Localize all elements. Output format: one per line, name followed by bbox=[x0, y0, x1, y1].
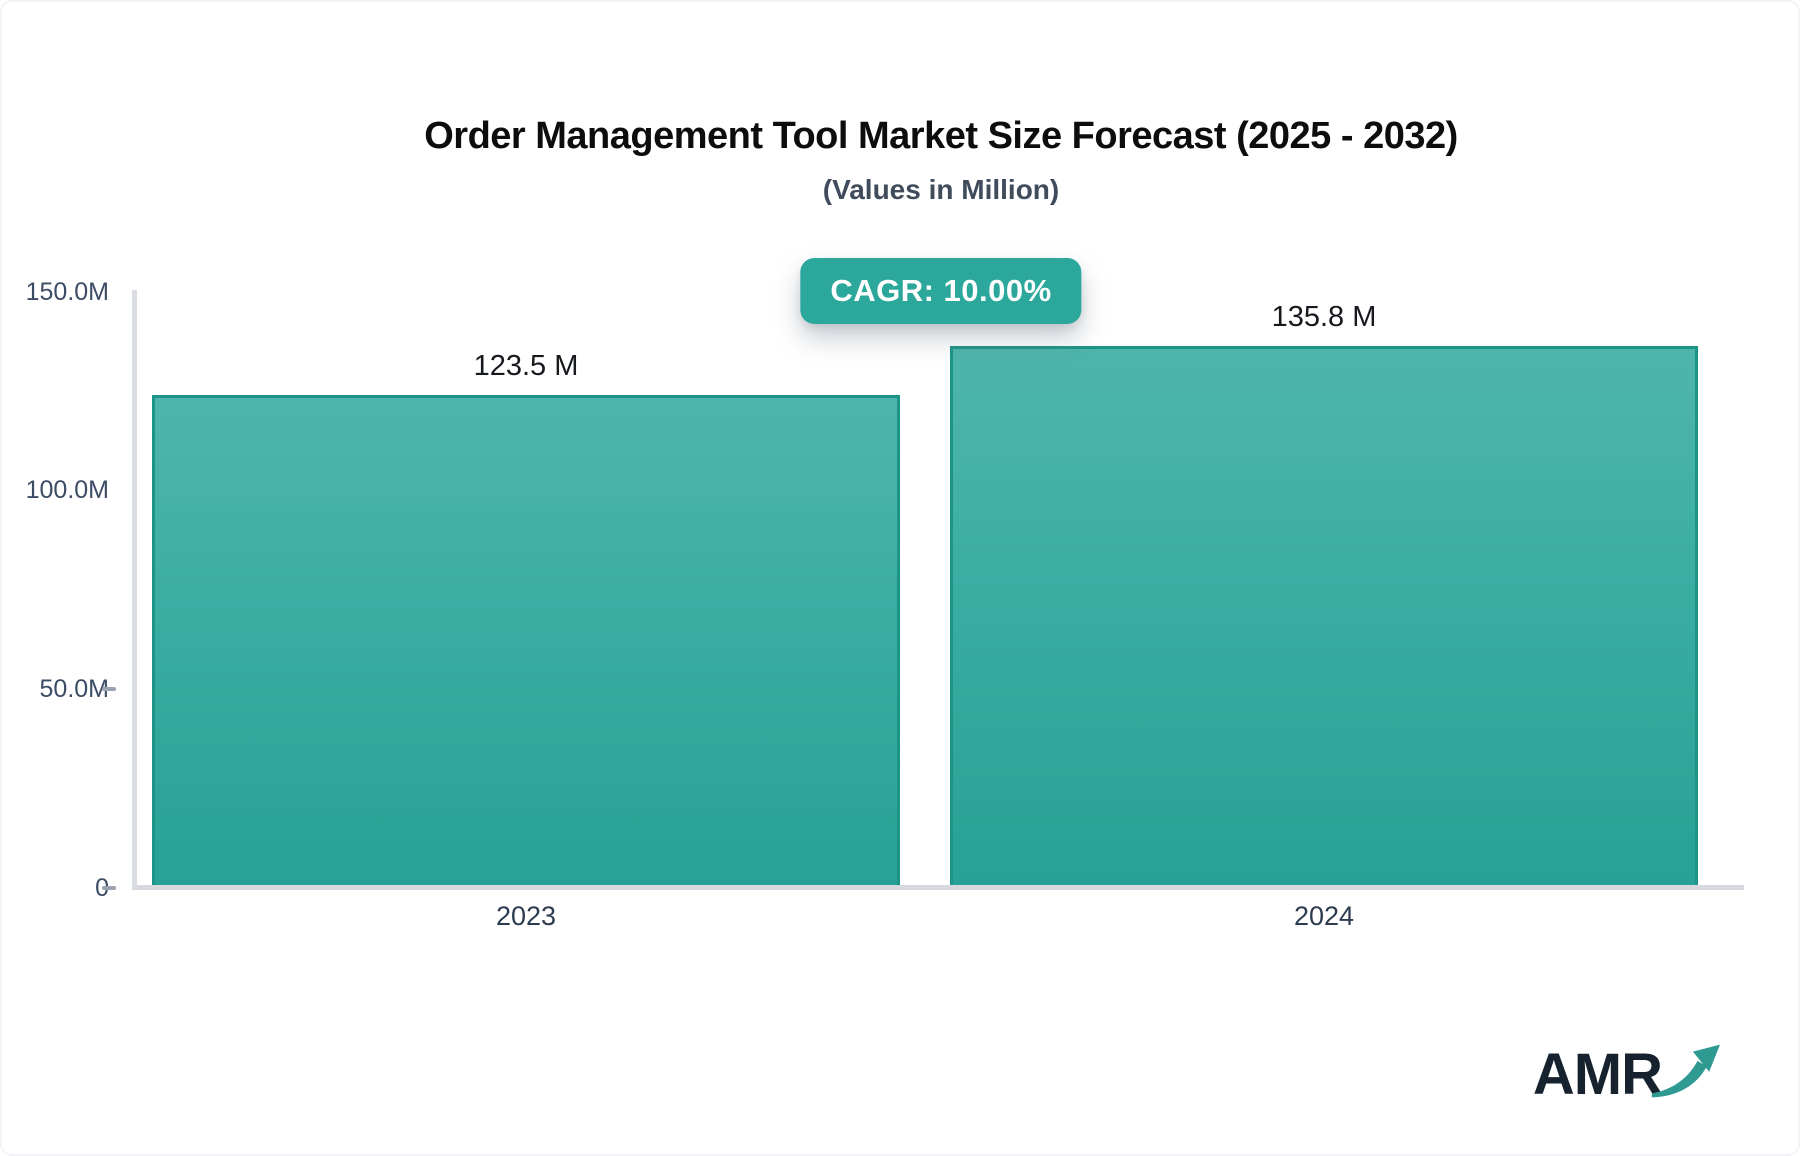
y-axis-tick-label: 100.0M bbox=[25, 476, 109, 504]
bar-value-label: 123.5 M bbox=[473, 350, 579, 382]
y-axis-tick-mark bbox=[102, 886, 116, 890]
cagr-badge: CAGR: 10.00% bbox=[800, 258, 1082, 324]
bar-2023: 123.5 M bbox=[152, 350, 900, 885]
y-axis-tick-mark bbox=[102, 687, 116, 691]
y-axis-tick-label: 0 bbox=[2, 873, 109, 903]
x-axis-label-2024: 2024 bbox=[1293, 901, 1355, 931]
bar-rect-2024 bbox=[950, 346, 1698, 885]
plot-area: 123.5 M 135.8 M 2023 2024 bbox=[132, 290, 1744, 931]
bar-value-label: 135.8 M bbox=[1271, 301, 1377, 333]
trend-up-arrow-icon bbox=[1651, 1044, 1720, 1098]
x-axis-label-2023: 2023 bbox=[495, 901, 557, 931]
y-axis-tick-label: 50.0M bbox=[39, 675, 109, 703]
chart-subtitle: (Values in Million) bbox=[822, 174, 1060, 205]
y-axis-tick-label: 150.0M bbox=[25, 278, 109, 306]
bar-rect-2023 bbox=[152, 395, 900, 885]
amr-logo: AMR bbox=[1533, 1040, 1728, 1104]
amr-logo-text: AMR bbox=[1532, 1042, 1663, 1107]
bar-2024: 135.8 M bbox=[950, 301, 1698, 885]
chart-title: Order Management Tool Market Size Foreca… bbox=[424, 115, 1458, 157]
